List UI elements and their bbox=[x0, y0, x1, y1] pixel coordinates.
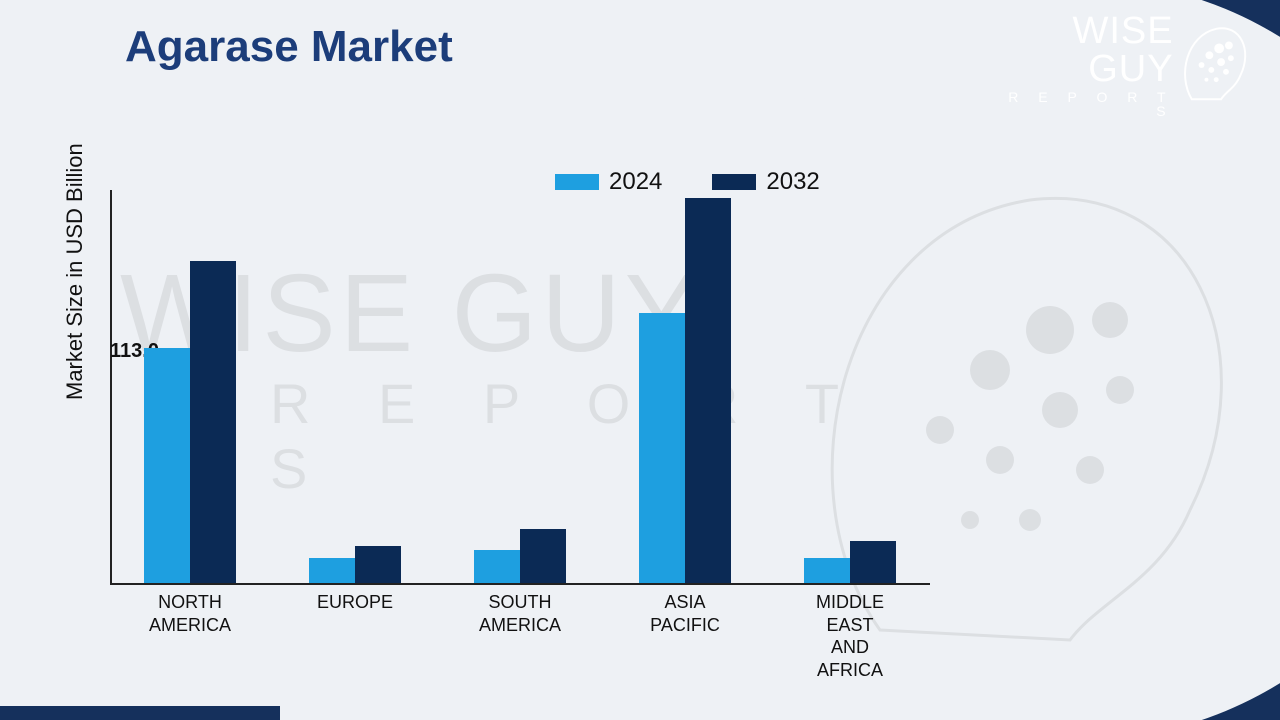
legend-swatch-2024 bbox=[555, 174, 599, 190]
brand-name: WISE GUY bbox=[1072, 10, 1173, 90]
brand-subline: R E P O R T S bbox=[980, 90, 1174, 118]
x-axis-label: NORTH AMERICA bbox=[110, 585, 270, 636]
bar-2024 bbox=[639, 313, 685, 583]
page-root: WISE GUY R E P O R T S Agarase Market WI… bbox=[0, 0, 1280, 720]
chart-title: Agarase Market bbox=[125, 22, 453, 72]
brand-logo: WISE GUY R E P O R T S bbox=[980, 15, 1250, 115]
bar-2032 bbox=[520, 529, 566, 583]
bar-2024 bbox=[309, 558, 355, 583]
y-axis-label: Market Size in USD Billion bbox=[62, 143, 88, 400]
bar-2024 bbox=[804, 558, 850, 583]
x-axis-label: MIDDLE EAST AND AFRICA bbox=[770, 585, 930, 681]
bar-2032 bbox=[355, 546, 401, 583]
brand-head-icon bbox=[1182, 20, 1250, 110]
bar-2024 bbox=[474, 550, 520, 583]
x-axis-label: EUROPE bbox=[275, 585, 435, 614]
brand-text: WISE GUY R E P O R T S bbox=[980, 12, 1174, 118]
bar-2032 bbox=[685, 198, 731, 583]
y-axis-line bbox=[110, 190, 112, 585]
x-axis-label: SOUTH AMERICA bbox=[440, 585, 600, 636]
legend-swatch-2032 bbox=[712, 174, 756, 190]
x-axis-label: ASIA PACIFIC bbox=[605, 585, 765, 636]
bar-2032 bbox=[190, 261, 236, 583]
bar-chart: 113.0 NORTH AMERICAEUROPESOUTH AMERICAAS… bbox=[110, 190, 930, 585]
bar-2024 bbox=[144, 348, 190, 583]
bottom-accent-bar bbox=[0, 706, 280, 720]
bar-2032 bbox=[850, 541, 896, 583]
